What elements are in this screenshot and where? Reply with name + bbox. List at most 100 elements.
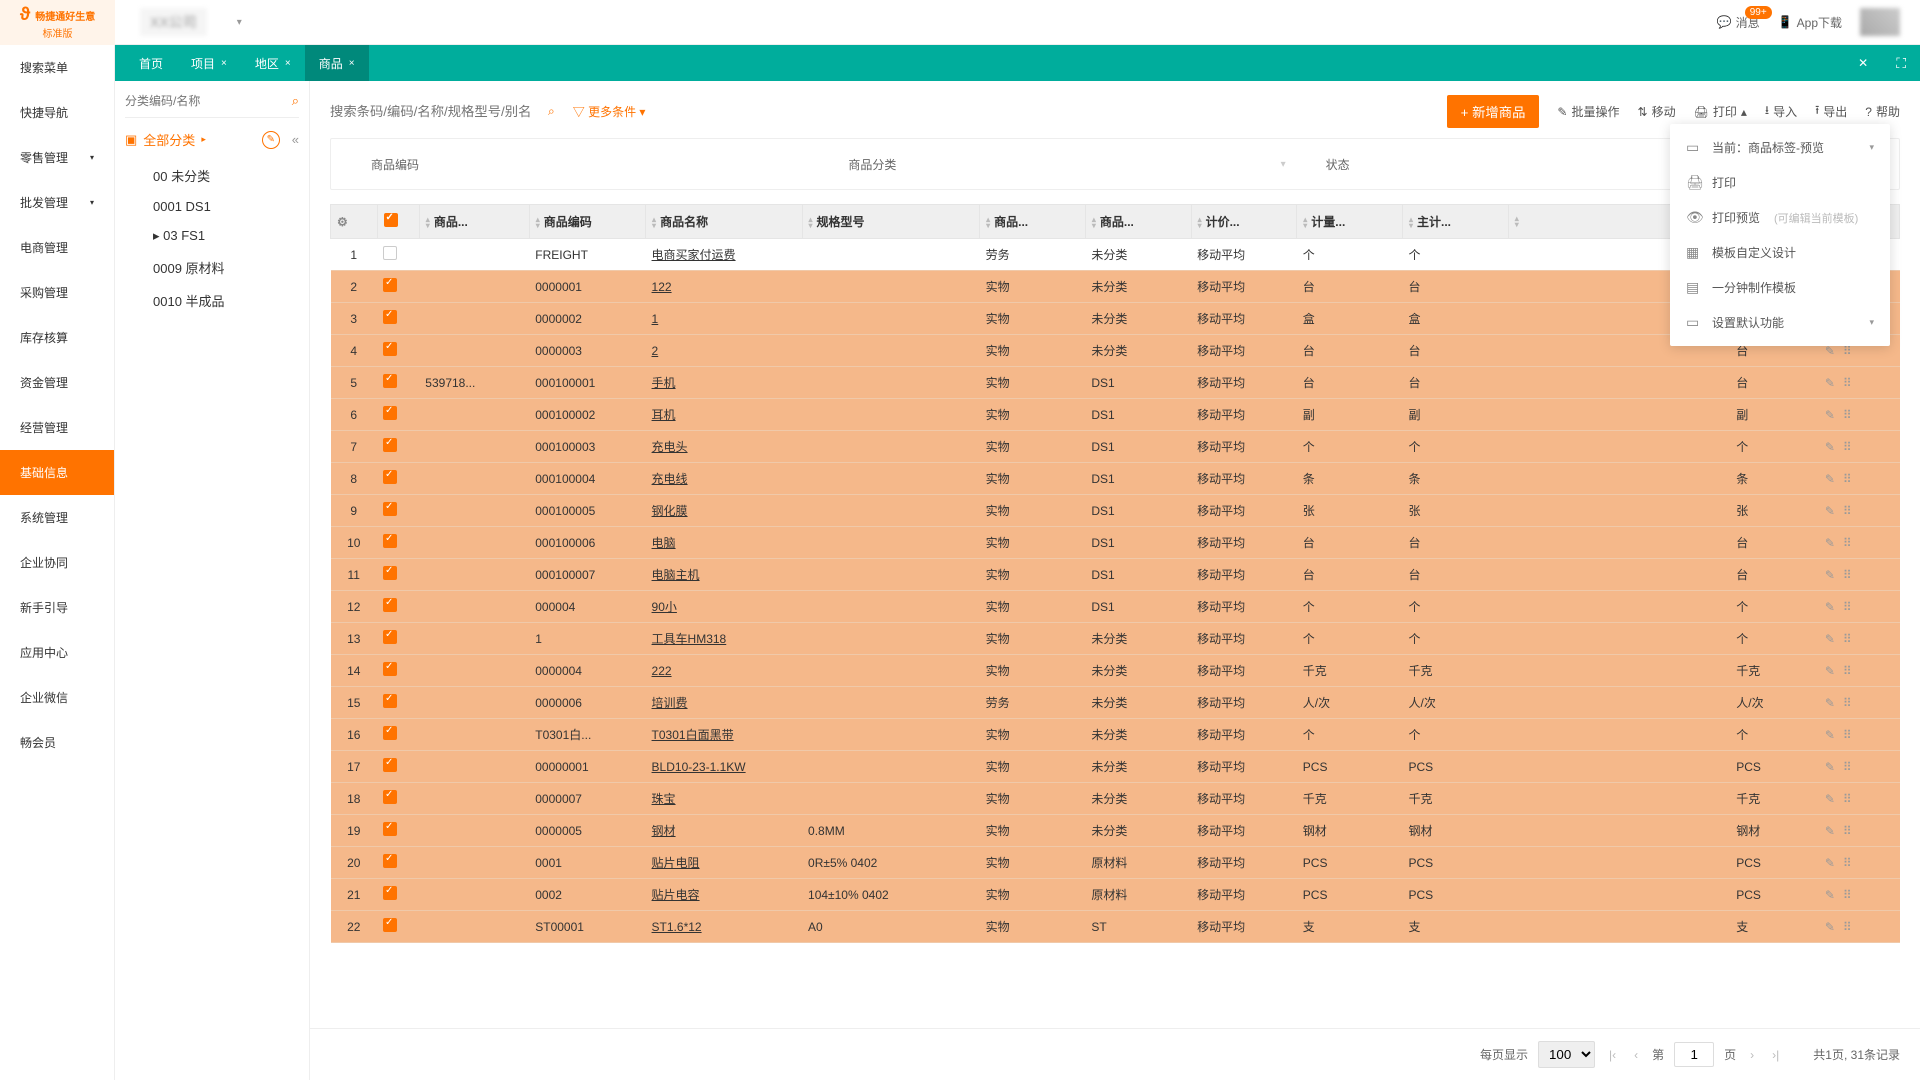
category-node[interactable]: 0009 原材料 — [125, 251, 299, 284]
product-name-link[interactable]: 耳机 — [652, 408, 676, 422]
row-checkbox[interactable] — [383, 790, 397, 804]
col-header[interactable]: ▴▾商品编码 — [529, 205, 645, 239]
row-checkbox[interactable] — [383, 662, 397, 676]
edit-icon[interactable]: ✎ — [1825, 760, 1835, 774]
table-row[interactable]: 150000006培训费劳务未分类移动平均人/次人/次人/次✎⠿ — [331, 687, 1900, 719]
select-all-checkbox[interactable] — [384, 213, 398, 227]
table-row[interactable]: 190000005钢材0.8MM实物未分类移动平均钢材钢材钢材✎⠿ — [331, 815, 1900, 847]
table-row[interactable]: 20000001122实物未分类移动平均台台台✎⠿ — [331, 271, 1900, 303]
product-name-link[interactable]: 电脑 — [652, 536, 676, 550]
help-button[interactable]: ? 帮助 — [1865, 103, 1900, 120]
product-search-input[interactable] — [330, 104, 530, 119]
table-row[interactable]: 9000100005钢化膜实物DS1移动平均张张张✎⠿ — [331, 495, 1900, 527]
table-row[interactable]: 300000021实物未分类移动平均盒盒盒✎⠿ — [331, 303, 1900, 335]
table-row[interactable]: 400000032实物未分类移动平均台台台✎⠿ — [331, 335, 1900, 367]
edit-icon[interactable]: ✎ — [1825, 472, 1835, 486]
avatar[interactable] — [1860, 8, 1900, 36]
tabbar-close-icon[interactable]: ✕ — [1844, 56, 1882, 70]
nav-item-14[interactable]: 企业微信 — [0, 675, 114, 720]
col-header[interactable]: ▴▾商品... — [980, 205, 1086, 239]
product-name-link[interactable]: 充电线 — [652, 472, 688, 486]
col-header[interactable]: ⚙ — [331, 205, 378, 239]
col-header[interactable]: ▴▾商品... — [1085, 205, 1191, 239]
edit-icon[interactable]: ✎ — [1825, 408, 1835, 422]
edit-icon[interactable]: ✎ — [1825, 536, 1835, 550]
more-icon[interactable]: ⠿ — [1843, 472, 1852, 486]
category-node[interactable]: ▸ 03 FS1 — [125, 221, 299, 251]
nav-item-1[interactable]: 快捷导航 — [0, 90, 114, 135]
row-checkbox[interactable] — [383, 918, 397, 932]
row-checkbox[interactable] — [383, 502, 397, 516]
edit-icon[interactable]: ✎ — [1825, 504, 1835, 518]
more-icon[interactable]: ⠿ — [1843, 632, 1852, 646]
product-name-link[interactable]: BLD10-23-1.1KW — [652, 760, 746, 774]
product-name-link[interactable]: 钢化膜 — [652, 504, 688, 518]
product-name-link[interactable]: 90小 — [652, 600, 677, 614]
product-name-link[interactable]: 充电头 — [652, 440, 688, 454]
table-row[interactable]: 1FREIGHT电商买家付运费劳务未分类移动平均个个✎⠿ — [331, 239, 1900, 271]
product-name-link[interactable]: 珠宝 — [652, 792, 676, 806]
edit-icon[interactable]: ✎ — [1825, 920, 1835, 934]
category-search-input[interactable] — [125, 94, 292, 108]
row-checkbox[interactable] — [383, 246, 397, 260]
product-name-link[interactable]: 1 — [652, 312, 659, 326]
more-icon[interactable]: ⠿ — [1843, 888, 1852, 902]
dropdown-print[interactable]: 🖨打印 — [1670, 165, 1890, 200]
table-row[interactable]: 16T0301白...T0301白面黑带实物未分类移动平均个个个✎⠿ — [331, 719, 1900, 751]
category-root[interactable]: ▣ 全部分类 ▸ ✎ « — [125, 130, 299, 149]
more-icon[interactable]: ⠿ — [1843, 856, 1852, 870]
col-header[interactable]: ▴▾商品名称 — [646, 205, 802, 239]
edit-icon[interactable]: ✎ — [1825, 440, 1835, 454]
more-icon[interactable]: ⠿ — [1843, 824, 1852, 838]
chevron-down-icon[interactable]: ▾ — [906, 159, 1325, 170]
product-name-link[interactable]: ST1.6*12 — [652, 920, 702, 934]
batch-button[interactable]: ✎ 批量操作 — [1557, 103, 1619, 120]
more-icon[interactable]: ⠿ — [1843, 536, 1852, 550]
col-header[interactable]: ▴▾计价... — [1191, 205, 1297, 239]
category-edit-icon[interactable]: ✎ — [262, 131, 280, 149]
tab-close-icon[interactable]: × — [285, 58, 291, 69]
row-checkbox[interactable] — [383, 342, 397, 356]
product-name-link[interactable]: 培训费 — [652, 696, 688, 710]
row-checkbox[interactable] — [383, 694, 397, 708]
import-button[interactable]: ⭳ 导入 — [1765, 101, 1797, 122]
table-row[interactable]: 1200000490小实物DS1移动平均个个个✎⠿ — [331, 591, 1900, 623]
move-button[interactable]: ⇅ 移动 — [1638, 103, 1676, 120]
col-header[interactable]: ▴▾规格型号 — [802, 205, 980, 239]
export-button[interactable]: ⭱ 导出 — [1815, 101, 1847, 122]
table-row[interactable]: 200001贴片电阻0R±5% 0402实物原材料移动平均PCSPCSPCS✎⠿ — [331, 847, 1900, 879]
nav-item-5[interactable]: 采购管理 — [0, 270, 114, 315]
edit-icon[interactable]: ✎ — [1825, 696, 1835, 710]
edit-icon[interactable]: ✎ — [1825, 728, 1835, 742]
more-icon[interactable]: ⠿ — [1843, 408, 1852, 422]
table-row[interactable]: 8000100004充电线实物DS1移动平均条条条✎⠿ — [331, 463, 1900, 495]
nav-item-2[interactable]: 零售管理▾ — [0, 135, 114, 180]
row-checkbox[interactable] — [383, 566, 397, 580]
table-row[interactable]: 180000007珠宝实物未分类移动平均千克千克千克✎⠿ — [331, 783, 1900, 815]
product-name-link[interactable]: 工具车HM318 — [652, 632, 727, 646]
more-icon[interactable]: ⠿ — [1843, 728, 1852, 742]
category-node[interactable]: 0001 DS1 — [125, 192, 299, 221]
tab-3[interactable]: 商品× — [305, 45, 369, 81]
page-size-select[interactable]: 100 — [1538, 1041, 1595, 1068]
product-name-link[interactable]: 电商买家付运费 — [652, 248, 736, 262]
row-checkbox[interactable] — [383, 886, 397, 900]
category-node[interactable]: 0010 半成品 — [125, 284, 299, 317]
table-row[interactable]: 10000100006电脑实物DS1移动平均台台台✎⠿ — [331, 527, 1900, 559]
more-icon[interactable]: ⠿ — [1843, 664, 1852, 678]
table-row[interactable]: 5539718...000100001手机实物DS1移动平均台台台✎⠿ — [331, 367, 1900, 399]
company-dropdown-icon[interactable]: ▾ — [237, 17, 242, 28]
edit-icon[interactable]: ✎ — [1825, 664, 1835, 678]
edit-icon[interactable]: ✎ — [1825, 792, 1835, 806]
tab-1[interactable]: 项目× — [177, 45, 241, 81]
search-icon[interactable]: ⌕ — [292, 93, 299, 109]
product-name-link[interactable]: 钢材 — [652, 824, 676, 838]
more-icon[interactable]: ⠿ — [1843, 600, 1852, 614]
row-checkbox[interactable] — [383, 630, 397, 644]
nav-item-6[interactable]: 库存核算 — [0, 315, 114, 360]
nav-item-7[interactable]: 资金管理 — [0, 360, 114, 405]
row-checkbox[interactable] — [383, 758, 397, 772]
tab-2[interactable]: 地区× — [241, 45, 305, 81]
more-filters-button[interactable]: ▽ 更多条件 ▾ — [573, 103, 646, 120]
dropdown-default[interactable]: ▭设置默认功能▾ — [1670, 305, 1890, 340]
